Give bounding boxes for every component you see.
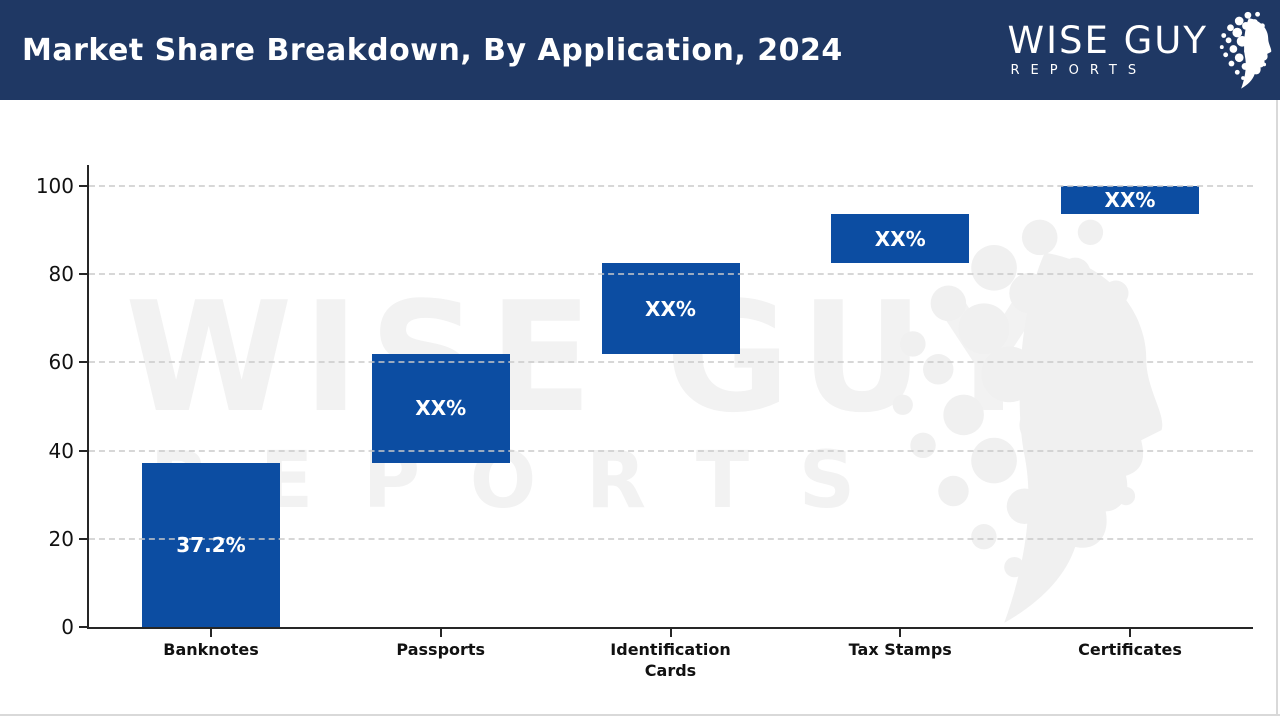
gridline-100: [89, 185, 1253, 187]
x-tick: [210, 629, 212, 637]
bar-value-label: XX%: [645, 296, 696, 321]
watermark-letter: T: [695, 436, 750, 526]
x-category-label: Passports: [396, 640, 486, 659]
x-tick: [899, 629, 902, 637]
right-divider: [1276, 100, 1278, 716]
brand-logo-text: WISE GUY REPORTS: [1008, 22, 1208, 78]
x-category-label: Certificates: [1078, 640, 1182, 659]
y-tick-label-0: 0: [61, 615, 74, 639]
y-tick-100: [79, 185, 87, 187]
gridline-60: [89, 361, 1253, 364]
bar-value-label: XX%: [874, 226, 926, 251]
x-tick: [439, 629, 442, 637]
x-axis-line: [87, 627, 1253, 629]
chart-title: Market Share Breakdown, By Application, …: [22, 32, 843, 68]
bar-segment: [371, 354, 510, 463]
y-tick-60: [79, 361, 87, 364]
y-tick-label-40: 40: [48, 438, 74, 463]
x-tick: [1129, 629, 1131, 637]
bottom-divider: [0, 714, 1280, 716]
brand-subname: REPORTS: [1010, 63, 1148, 78]
y-axis-line: [87, 165, 89, 629]
y-tick-0: [79, 626, 87, 628]
gridline-80: [89, 273, 1253, 276]
x-category-label: Banknotes: [163, 640, 259, 659]
y-tick-20: [79, 537, 87, 540]
bar-segment: [142, 462, 280, 627]
x-category-label: Identification Cards: [610, 640, 731, 680]
watermark-letter: S: [798, 436, 855, 526]
gridline-20: [89, 537, 1253, 540]
bar-value-label: XX%: [1104, 188, 1156, 213]
y-tick-label-60: 60: [48, 350, 74, 375]
brand-face-icon: [1219, 11, 1272, 89]
brand-logo: WISE GUY REPORTS: [1008, 10, 1280, 90]
gridline-40: [89, 449, 1253, 452]
bar-segment: [1061, 186, 1199, 215]
y-tick-label-80: 80: [48, 262, 74, 287]
bar-segment: [601, 263, 740, 355]
y-tick-40: [79, 449, 87, 452]
x-tick: [669, 629, 672, 637]
watermark-text-wiseguy: WISE GUY: [125, 269, 1054, 446]
y-tick-label-20: 20: [48, 526, 74, 551]
y-tick-label-100: 100: [35, 174, 74, 198]
brand-name: WISE GUY: [1007, 19, 1208, 62]
y-tick-80: [79, 273, 87, 276]
bar-value-label: 37.2%: [176, 532, 246, 557]
x-category-label: Tax Stamps: [848, 640, 952, 659]
watermark-letter: R: [585, 436, 647, 526]
bar-value-label: XX%: [415, 396, 467, 421]
header-bar: Market Share Breakdown, By Application, …: [0, 0, 1280, 100]
